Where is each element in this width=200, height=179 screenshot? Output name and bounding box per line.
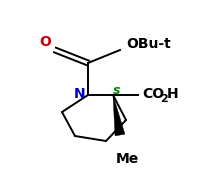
Text: CO: CO [141,87,163,101]
Text: O: O [39,35,51,49]
Text: OBu-t: OBu-t [125,37,170,51]
Text: 2: 2 [159,94,167,104]
Polygon shape [112,95,124,136]
Text: N: N [74,87,85,101]
Text: Me: Me [115,152,138,166]
Text: s: s [113,83,120,96]
Text: H: H [166,87,178,101]
